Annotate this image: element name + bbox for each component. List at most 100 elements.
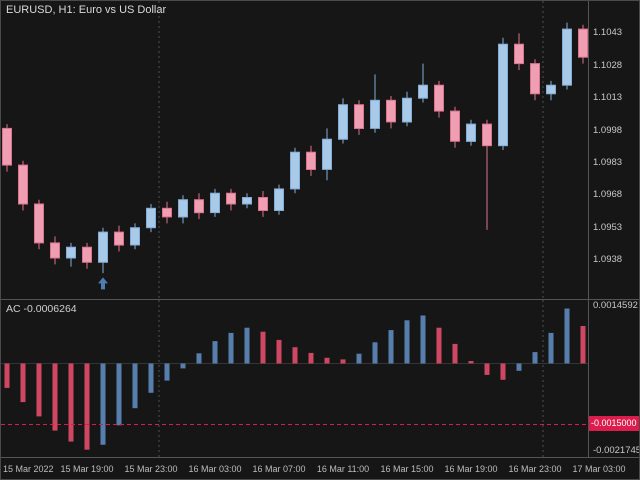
candle-body (338, 104, 348, 140)
histogram-bar (404, 320, 410, 364)
histogram-bar (580, 326, 586, 364)
candle-body (226, 192, 236, 205)
histogram-bar (532, 352, 538, 364)
histogram-bar (52, 363, 58, 431)
price-axis[interactable]: 1.1043 1.1028 1.1013 1.0998 1.0983 1.0968 1.09… (589, 1, 639, 299)
candle-body (274, 188, 284, 211)
time-axis-label: 15 Mar 23:00 (124, 464, 178, 474)
time-axis[interactable]: 15 Mar 2022 15 Mar 19:00 15 Mar 23:00 16 Ma… (1, 458, 639, 479)
candle-body (146, 207, 156, 229)
histogram-bar (340, 359, 346, 364)
histogram-bar (420, 315, 426, 364)
price-axis-label: 1.0968 (593, 189, 623, 200)
histogram-bar (388, 330, 394, 364)
time-axis-label: 15 Mar 2022 (3, 464, 54, 474)
price-axis-label: 1.0998 (593, 125, 623, 136)
candle-body (210, 192, 220, 214)
histogram-bar (484, 363, 490, 375)
histogram-bar (84, 363, 90, 450)
price-axis-label: 1.0953 (593, 222, 623, 233)
histogram-bar (452, 343, 458, 364)
histogram-bar (308, 352, 314, 364)
histogram-bar (372, 342, 378, 364)
candle-body (466, 123, 476, 142)
histogram-bar (212, 341, 218, 364)
candle-body (34, 203, 44, 244)
indicator-axis-label: -0.0021745 (593, 445, 640, 456)
histogram-bar (564, 308, 570, 364)
candle-body (482, 123, 492, 147)
histogram-bar (116, 363, 122, 426)
time-axis-label: 15 Mar 19:00 (60, 464, 114, 474)
candle-body (290, 151, 300, 190)
histogram-bar (516, 363, 522, 371)
candle-body (418, 84, 428, 99)
indicator-value-axis[interactable]: 0.0014592 -0.0021745 -0.0015000 (589, 300, 640, 457)
candle-body (370, 99, 380, 129)
price-axis-label: 1.0983 (593, 157, 623, 168)
indicator-axis-label: 0.0014592 (593, 300, 638, 311)
candle-body (82, 246, 92, 263)
time-axis-label: 17 Mar 03:00 (572, 464, 626, 474)
candle-body (2, 127, 12, 166)
candle-body (306, 151, 316, 170)
price-axis-label: 1.1028 (593, 60, 623, 71)
candlestick-chart[interactable] (1, 1, 589, 299)
candle-body (450, 110, 460, 142)
histogram-bar (68, 363, 74, 442)
candle-body (578, 28, 588, 58)
histogram-bar (180, 363, 186, 369)
histogram-bar (100, 363, 106, 445)
price-axis-label: 1.1013 (593, 92, 623, 103)
candle-body (530, 63, 540, 95)
price-axis-label: 1.0938 (593, 254, 623, 265)
ac-histogram[interactable] (1, 300, 589, 457)
time-axis-label: 16 Mar 07:00 (252, 464, 306, 474)
histogram-bar (436, 327, 442, 364)
histogram-bar (4, 363, 10, 388)
candle-body (18, 164, 28, 205)
candle-body (434, 84, 444, 112)
histogram-bar (148, 363, 154, 393)
time-axis-label: 16 Mar 15:00 (380, 464, 434, 474)
histogram-bar (164, 363, 170, 381)
panel-divider[interactable] (1, 299, 639, 300)
candle-body (386, 99, 396, 123)
candle-body (354, 104, 364, 129)
histogram-bar (196, 353, 202, 364)
time-axis-label: 16 Mar 19:00 (444, 464, 498, 474)
candle-body (178, 199, 188, 218)
price-chart-panel[interactable]: EURUSD, H1: Euro vs US Dollar (1, 1, 589, 299)
candle-body (402, 97, 412, 123)
histogram-bar (548, 332, 554, 364)
candle-body (66, 246, 76, 259)
histogram-bar (468, 361, 474, 364)
histogram-bar (132, 363, 138, 409)
candle-body (242, 197, 252, 205)
candle-body (562, 28, 572, 86)
histogram-bar (276, 339, 282, 364)
price-axis-label: 1.1043 (593, 27, 623, 38)
ac-indicator-label: AC -0.0006264 (6, 303, 77, 315)
time-axis-label: 16 Mar 23:00 (508, 464, 562, 474)
time-axis-label: 16 Mar 11:00 (316, 464, 370, 474)
ac-indicator-panel[interactable]: AC -0.0006264 (1, 300, 589, 457)
candle-body (114, 231, 124, 246)
histogram-bar (500, 363, 506, 380)
candle-body (498, 43, 508, 147)
axis-divider (588, 1, 589, 458)
histogram-bar (324, 357, 330, 364)
candle-body (130, 227, 140, 246)
chart-title: EURUSD, H1: Euro vs US Dollar (6, 4, 167, 16)
histogram-bar (356, 353, 362, 364)
histogram-bar (20, 363, 26, 403)
candle-body (546, 84, 556, 95)
candle-body (98, 231, 108, 263)
buy-arrow-marker[interactable] (98, 277, 108, 290)
histogram-bar (36, 363, 42, 417)
histogram-bar (292, 347, 298, 364)
level-price-badge[interactable]: -0.0015000 (589, 416, 639, 431)
histogram-bar (228, 332, 234, 364)
panel-divider[interactable] (1, 457, 639, 458)
candle-body (514, 43, 524, 65)
